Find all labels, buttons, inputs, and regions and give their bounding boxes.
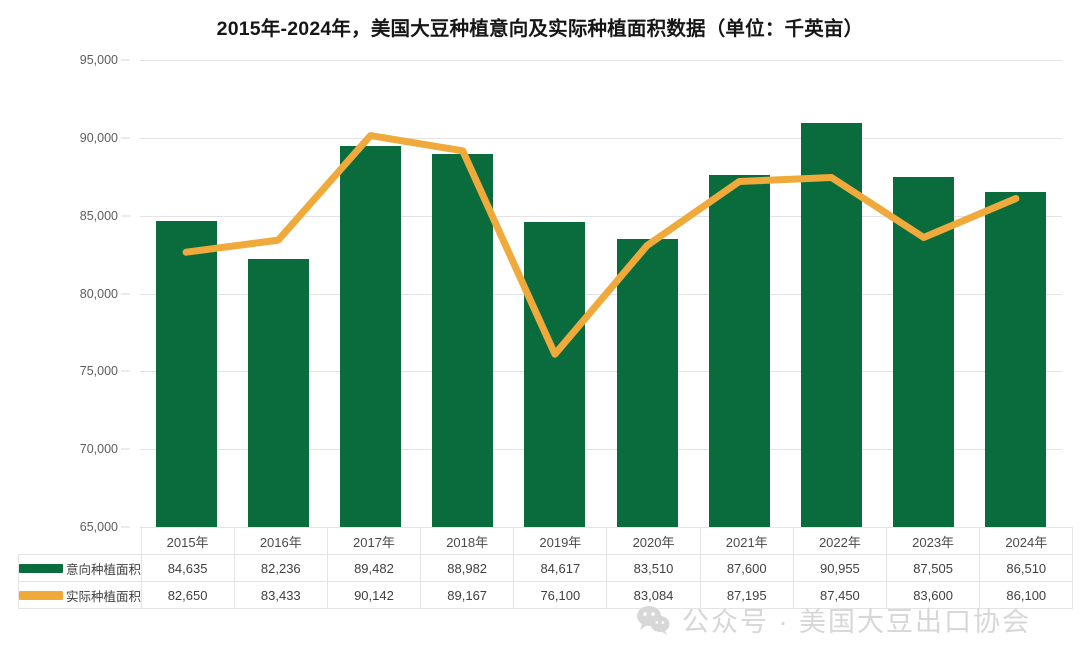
legend-swatch-icon bbox=[19, 563, 63, 573]
actual-area-line bbox=[182, 132, 1020, 358]
table-column-header: 2024年 bbox=[979, 527, 1074, 555]
wechat-icon bbox=[636, 605, 670, 635]
y-axis-tick-label: 85,000 bbox=[79, 208, 118, 223]
y-axis-tick-label: 75,000 bbox=[79, 364, 118, 379]
data-table: 2015年 2016年 2017年 2018年 2019年 2020年 2021年 2022年… bbox=[18, 527, 1074, 609]
y-axis-tickmark bbox=[121, 370, 130, 372]
watermark: 公众号 · 美国大豆出口协会 bbox=[636, 600, 1031, 639]
y-axis-tick-label: 70,000 bbox=[79, 442, 118, 457]
table-column-header: 2022年 bbox=[792, 527, 888, 555]
y-axis-tick-label: 95,000 bbox=[79, 53, 118, 67]
table-column-header: 2016年 bbox=[233, 527, 328, 555]
table-corner-cell bbox=[19, 528, 142, 555]
gridline bbox=[140, 215, 1062, 217]
y-axis-tickmark bbox=[121, 215, 130, 217]
legend-label: 意向种植面积 bbox=[66, 562, 142, 577]
bar-2015年 bbox=[155, 221, 217, 527]
table-cell-value: 87,195 bbox=[699, 581, 794, 609]
table-header-row: 2015年 2016年 2017年 2018年 2019年 2020年 2021年 2022年… bbox=[19, 527, 1074, 555]
y-axis-tickmark bbox=[121, 448, 130, 450]
table-column-header: 2021年 bbox=[699, 527, 794, 555]
y-axis-tick-label: 80,000 bbox=[79, 286, 118, 301]
table-cell-value: 82,650 bbox=[140, 581, 235, 609]
bar-2020年 bbox=[616, 238, 678, 527]
table-row: 实际种植面积 82,650 83,433 90,142 89,167 76,100 83,0… bbox=[18, 581, 1074, 609]
table-cell-value: 87,600 bbox=[699, 554, 794, 582]
y-axis-tickmark bbox=[121, 526, 130, 528]
table-cell-value: 83,600 bbox=[885, 581, 981, 609]
legend-item-actual: 实际种植面积 bbox=[18, 581, 142, 609]
table-cell-value: 87,505 bbox=[885, 554, 981, 582]
table-cell-value: 88,982 bbox=[420, 554, 515, 582]
legend-label: 实际种植面积 bbox=[66, 589, 142, 604]
table-cell-value: 90,142 bbox=[326, 581, 422, 609]
table-column-header: 2015年 bbox=[140, 527, 235, 555]
table-column-header: 2020年 bbox=[606, 527, 701, 555]
gridline bbox=[140, 293, 1062, 295]
table-cell-value: 90,955 bbox=[792, 554, 888, 582]
y-axis-tick-label: 90,000 bbox=[79, 130, 118, 145]
table-cell-value: 83,084 bbox=[606, 581, 701, 609]
bar-2016年 bbox=[247, 258, 309, 527]
table-cell-value: 83,433 bbox=[233, 581, 328, 609]
y-axis-tickmark bbox=[121, 293, 130, 294]
bar-2019年 bbox=[524, 221, 586, 527]
bar-2024年 bbox=[985, 192, 1047, 527]
gridline bbox=[140, 449, 1062, 451]
table-cell-value: 87,450 bbox=[792, 581, 888, 609]
table-cell-value: 82,236 bbox=[233, 554, 328, 582]
table-cell-value: 86,510 bbox=[979, 554, 1074, 582]
table-column-header: 2023年 bbox=[885, 527, 981, 555]
y-axis-tick-label: 65,000 bbox=[79, 520, 118, 534]
table-cell-value: 89,167 bbox=[420, 581, 515, 609]
table-cell-value: 83,510 bbox=[606, 554, 701, 582]
table-column-header: 2019年 bbox=[513, 527, 608, 555]
table-row: 意向种植面积 84,635 82,236 89,482 88,982 84,617 83,5… bbox=[18, 554, 1074, 582]
table-cell-value: 76,100 bbox=[513, 581, 608, 609]
bar-2018年 bbox=[432, 153, 494, 527]
legend-item-intended: 意向种植面积 bbox=[18, 554, 142, 582]
gridline bbox=[140, 137, 1062, 139]
plot-area bbox=[140, 60, 1062, 528]
table-column-header: 2018年 bbox=[420, 527, 515, 555]
table-column-header: 2017年 bbox=[326, 527, 422, 555]
y-axis-tickmark bbox=[121, 59, 130, 61]
table-cell-value: 84,617 bbox=[513, 554, 608, 582]
chart-title: 2015年-2024年，美国大豆种植意向及实际种植面积数据（单位：千英亩） bbox=[216, 18, 864, 40]
gridline bbox=[140, 60, 1062, 61]
table-cell-value: 89,482 bbox=[326, 554, 422, 582]
bar-2017年 bbox=[340, 145, 401, 527]
line-series-actual bbox=[140, 60, 1062, 527]
legend-swatch-icon bbox=[19, 590, 63, 600]
y-axis-tickmark bbox=[121, 137, 130, 139]
y-axis: 95,000 90,000 85,000 80,000 75,000 70,000 65,0… bbox=[0, 53, 132, 534]
table-cell-value: 84,635 bbox=[140, 554, 235, 582]
table-cell-value: 86,100 bbox=[979, 581, 1074, 609]
bar-2021年 bbox=[708, 175, 770, 527]
bar-series-intended bbox=[140, 60, 1062, 527]
watermark-text: 公众号 · 美国大豆出口协会 bbox=[682, 607, 1031, 637]
gridline bbox=[140, 371, 1062, 373]
